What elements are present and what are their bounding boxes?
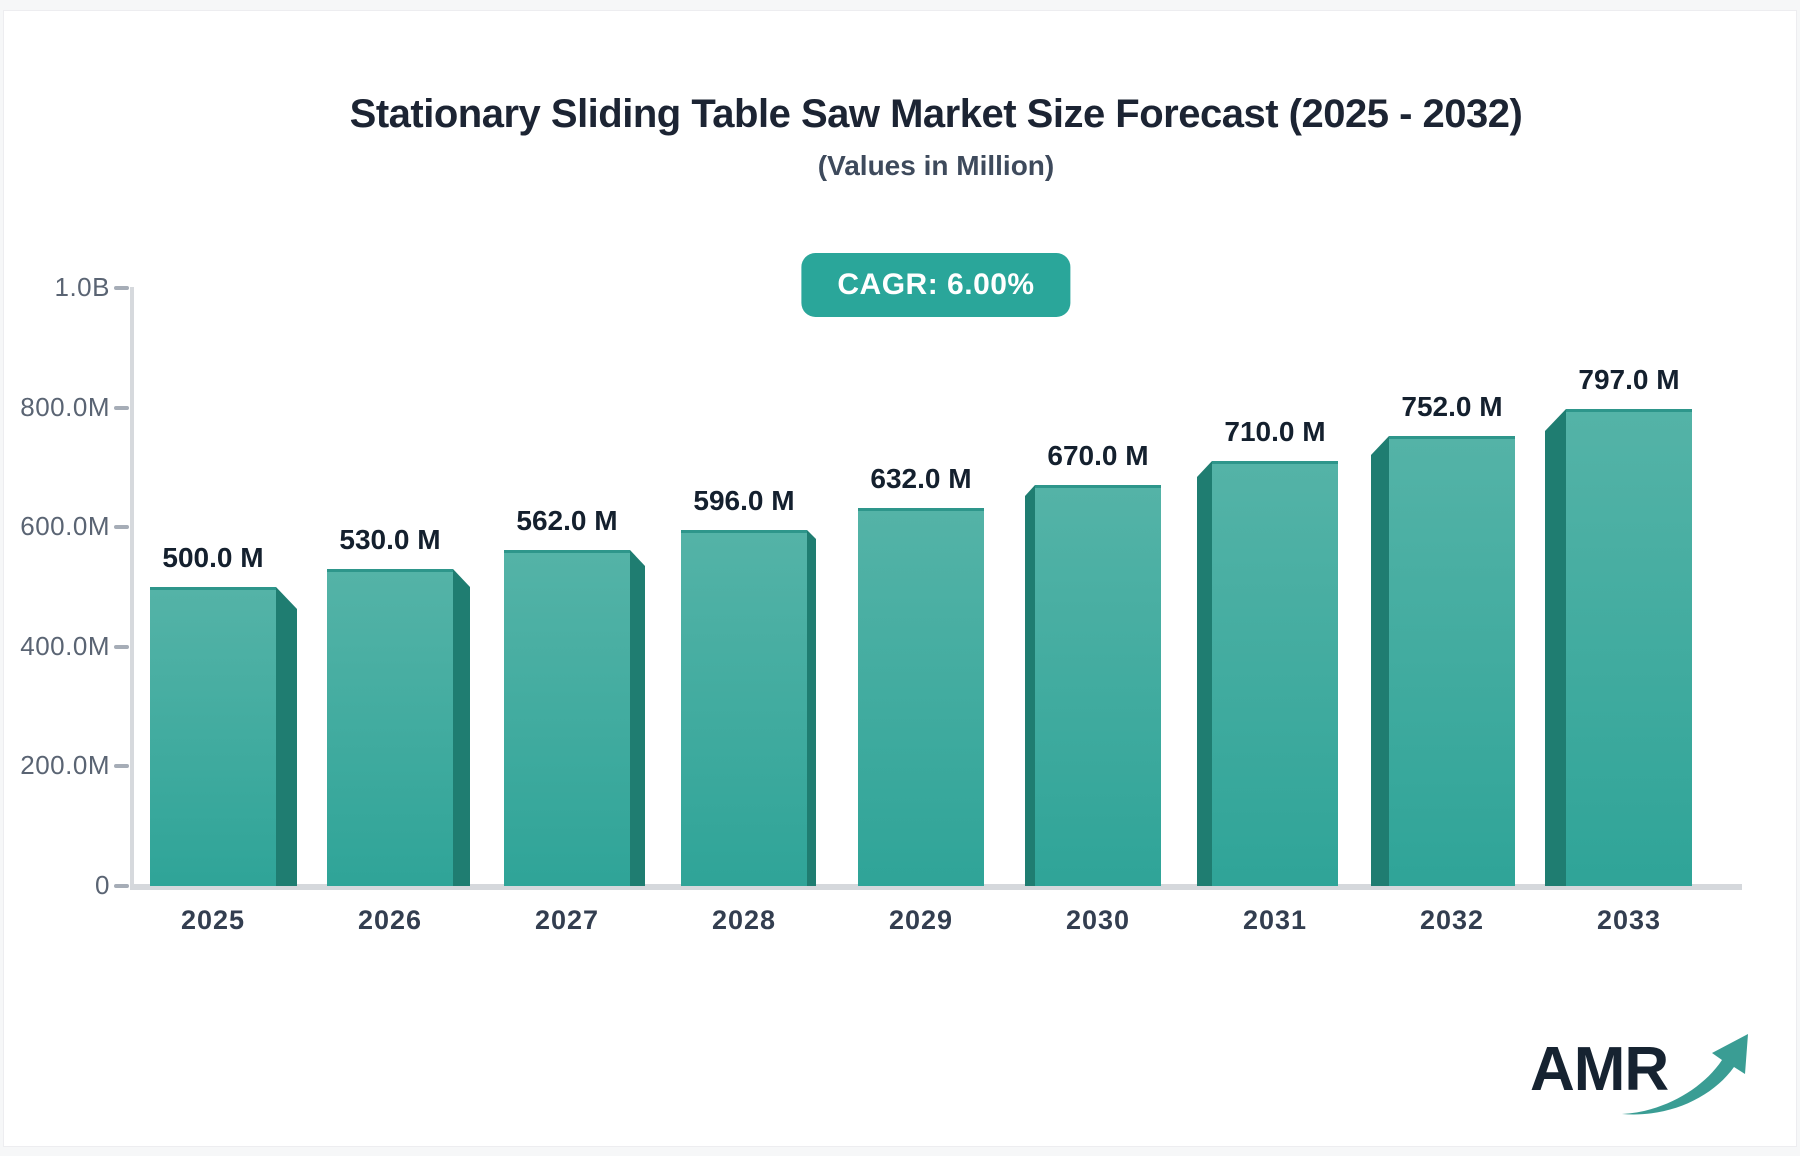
x-axis-label-2028: 2028 <box>711 905 777 935</box>
y-tick-mark <box>114 286 129 290</box>
growth-arrow-icon <box>1622 1034 1748 1115</box>
bar-value-label: 797.0 M <box>1578 364 1680 395</box>
x-axis-label-2032: 2032 <box>1419 905 1485 935</box>
y-tick-mark <box>114 884 129 888</box>
y-tick-label: 400.0M <box>20 630 110 661</box>
y-tick-label: 200.0M <box>20 750 110 781</box>
bar-value-label: 500.0 M <box>162 542 264 573</box>
bar-value-label: 670.0 M <box>1047 440 1149 471</box>
bar-side-face <box>1371 436 1389 886</box>
y-tick-label: 800.0M <box>20 391 110 422</box>
x-axis-label-2027: 2027 <box>534 905 600 935</box>
cagr-badge: CAGR: 6.00% <box>801 253 1071 317</box>
amr-logo: AMR <box>1522 1022 1752 1132</box>
bar-2030 <box>1035 485 1161 886</box>
bar-side-face <box>1197 461 1212 886</box>
bar-2029 <box>858 508 984 886</box>
bar-2031 <box>1212 461 1338 886</box>
bar-2033 <box>1566 409 1692 886</box>
y-tick-label: 600.0M <box>20 511 110 542</box>
y-tick-label: 0 <box>95 870 110 900</box>
y-axis-line <box>130 287 134 886</box>
x-axis-label-2026: 2026 <box>357 905 423 935</box>
bar-value-label: 562.0 M <box>516 505 618 536</box>
x-axis-label-2025: 2025 <box>180 905 246 935</box>
amr-logo-text: AMR <box>1530 1035 1669 1104</box>
y-tick-label: 1.0B <box>54 272 110 302</box>
y-tick-mark <box>114 644 129 649</box>
chart-subtitle: (Values in Million) <box>817 150 1055 181</box>
bar-side-face <box>453 569 470 886</box>
bar-2032 <box>1389 436 1515 886</box>
bar-side-face <box>807 530 816 886</box>
bar-value-label: 530.0 M <box>339 524 441 555</box>
x-axis-baseline <box>130 884 1742 890</box>
bar-side-face <box>630 550 645 886</box>
bar-2026 <box>327 569 453 886</box>
bar-value-label: 596.0 M <box>693 485 795 516</box>
bar-value-label: 710.0 M <box>1224 416 1326 447</box>
y-tick-mark <box>114 405 129 410</box>
bar-2027 <box>504 550 630 886</box>
chart-title: Stationary Sliding Table Saw Market Size… <box>349 92 1523 136</box>
bar-value-label: 632.0 M <box>870 463 972 494</box>
x-axis-label-2029: 2029 <box>888 905 954 935</box>
bar-side-face <box>1545 409 1566 886</box>
x-axis-label-2031: 2031 <box>1242 905 1308 935</box>
x-axis-label-2033: 2033 <box>1596 905 1662 935</box>
bar-side-face <box>1025 485 1035 886</box>
bar-2025 <box>150 587 276 886</box>
x-axis-label-2030: 2030 <box>1065 905 1131 935</box>
bar-side-face <box>276 587 297 886</box>
bar-value-label: 752.0 M <box>1401 391 1503 422</box>
y-tick-mark <box>114 525 129 530</box>
bar-2028 <box>681 530 807 886</box>
y-tick-mark <box>114 764 129 769</box>
